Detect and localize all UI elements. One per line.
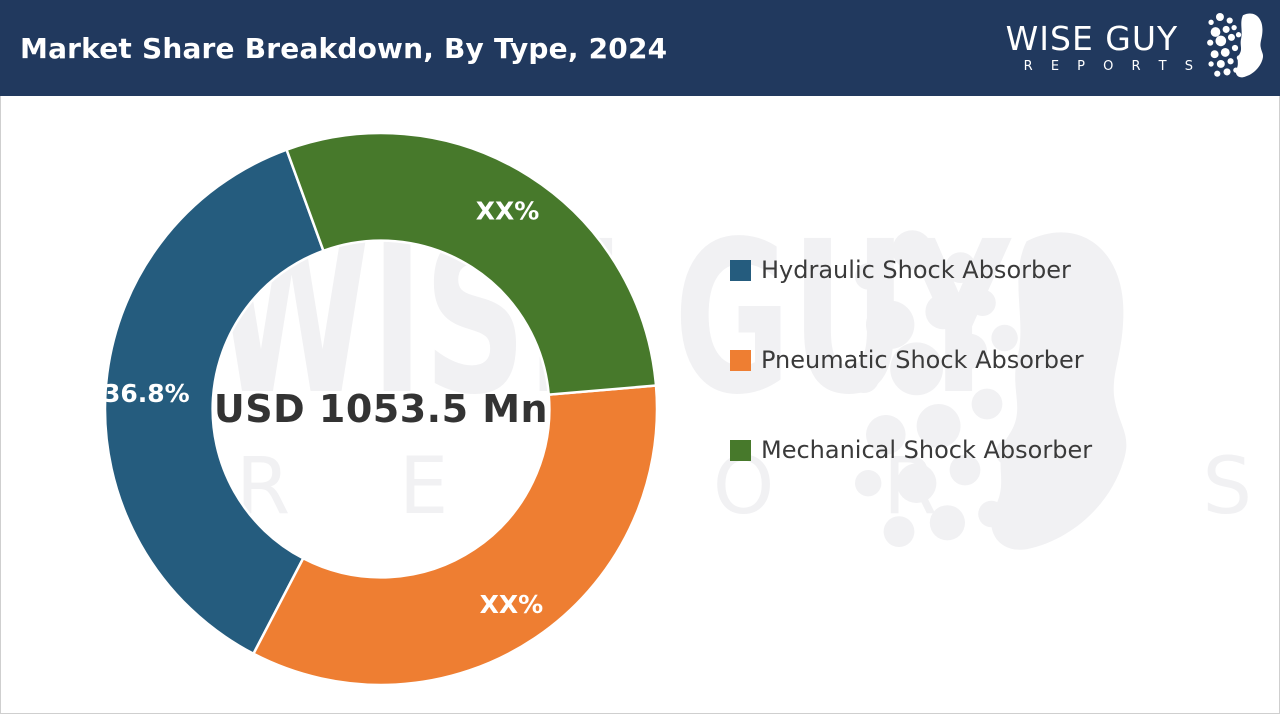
wiseguy-logo: WISE GUY R E P O R T S bbox=[1006, 7, 1266, 89]
segment-value-label: XX% bbox=[480, 590, 544, 619]
segment-value-label: 36.8% bbox=[103, 379, 190, 408]
logo-subtext: R E P O R T S bbox=[1023, 59, 1200, 74]
page-title: Market Share Breakdown, By Type, 2024 bbox=[20, 31, 668, 65]
wiseguy-logo-text: WISE GUY R E P O R T S bbox=[1006, 22, 1200, 74]
legend-swatch-hydraulic bbox=[730, 259, 751, 281]
logo-wordmark: WISE GUY bbox=[1005, 19, 1179, 58]
pie-segment-hydraulic-shock-absorber bbox=[103, 148, 325, 656]
pie-segment-mechanical-shock-absorber bbox=[285, 131, 658, 396]
chart-card: WISE GUY R E P O R T S 36.8% XX% XX% USD 1… bbox=[0, 96, 1280, 714]
wiseguy-face-icon bbox=[1204, 7, 1266, 89]
legend-label: Hydraulic Shock Absorber bbox=[761, 256, 1071, 284]
donut-chart: 36.8% XX% XX% bbox=[103, 131, 659, 687]
legend-item-hydraulic: Hydraulic Shock Absorber bbox=[730, 256, 1071, 284]
legend-label: Mechanical Shock Absorber bbox=[761, 436, 1093, 464]
center-total-label: USD 1053.5 Mn bbox=[213, 387, 549, 431]
legend-item-mechanical: Mechanical Shock Absorber bbox=[730, 436, 1093, 464]
legend-swatch-mechanical bbox=[730, 439, 751, 461]
pie-segment-pneumatic-shock-absorber bbox=[252, 384, 659, 687]
segment-value-label: XX% bbox=[476, 196, 540, 225]
legend-swatch-pneumatic bbox=[730, 349, 751, 371]
legend-label: Pneumatic Shock Absorber bbox=[761, 346, 1084, 374]
header-bar: Market Share Breakdown, By Type, 2024 WI… bbox=[0, 0, 1280, 96]
legend-item-pneumatic: Pneumatic Shock Absorber bbox=[730, 346, 1084, 374]
